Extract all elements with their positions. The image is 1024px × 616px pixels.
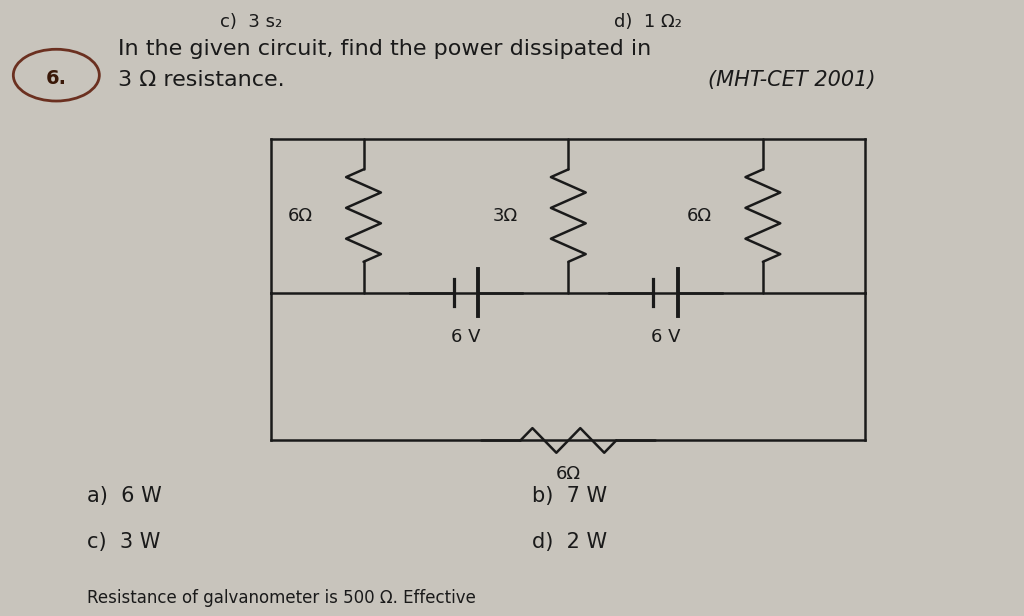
Text: In the given circuit, find the power dissipated in: In the given circuit, find the power dis… [118, 39, 651, 59]
Text: 6.: 6. [46, 70, 67, 88]
Text: c)  3 W: c) 3 W [87, 532, 161, 552]
Text: (MHT-CET 2001): (MHT-CET 2001) [708, 70, 876, 90]
Text: b)  7 W: b) 7 W [532, 486, 607, 506]
Text: a)  6 W: a) 6 W [87, 486, 162, 506]
Text: 3 Ω resistance.: 3 Ω resistance. [118, 70, 285, 90]
Text: 3Ω: 3Ω [493, 206, 517, 225]
Text: d)  2 W: d) 2 W [532, 532, 607, 552]
Text: 6Ω: 6Ω [687, 206, 712, 225]
Text: 6 V: 6 V [452, 328, 480, 346]
Text: 6Ω: 6Ω [556, 465, 581, 484]
Text: d)  1 Ω₂: d) 1 Ω₂ [614, 12, 682, 31]
Text: 6Ω: 6Ω [288, 206, 312, 225]
Text: 6 V: 6 V [651, 328, 680, 346]
Text: Resistance of galvanometer is 500 Ω. Effective: Resistance of galvanometer is 500 Ω. Eff… [87, 588, 476, 607]
Text: c)  3 s₂: c) 3 s₂ [220, 12, 283, 31]
